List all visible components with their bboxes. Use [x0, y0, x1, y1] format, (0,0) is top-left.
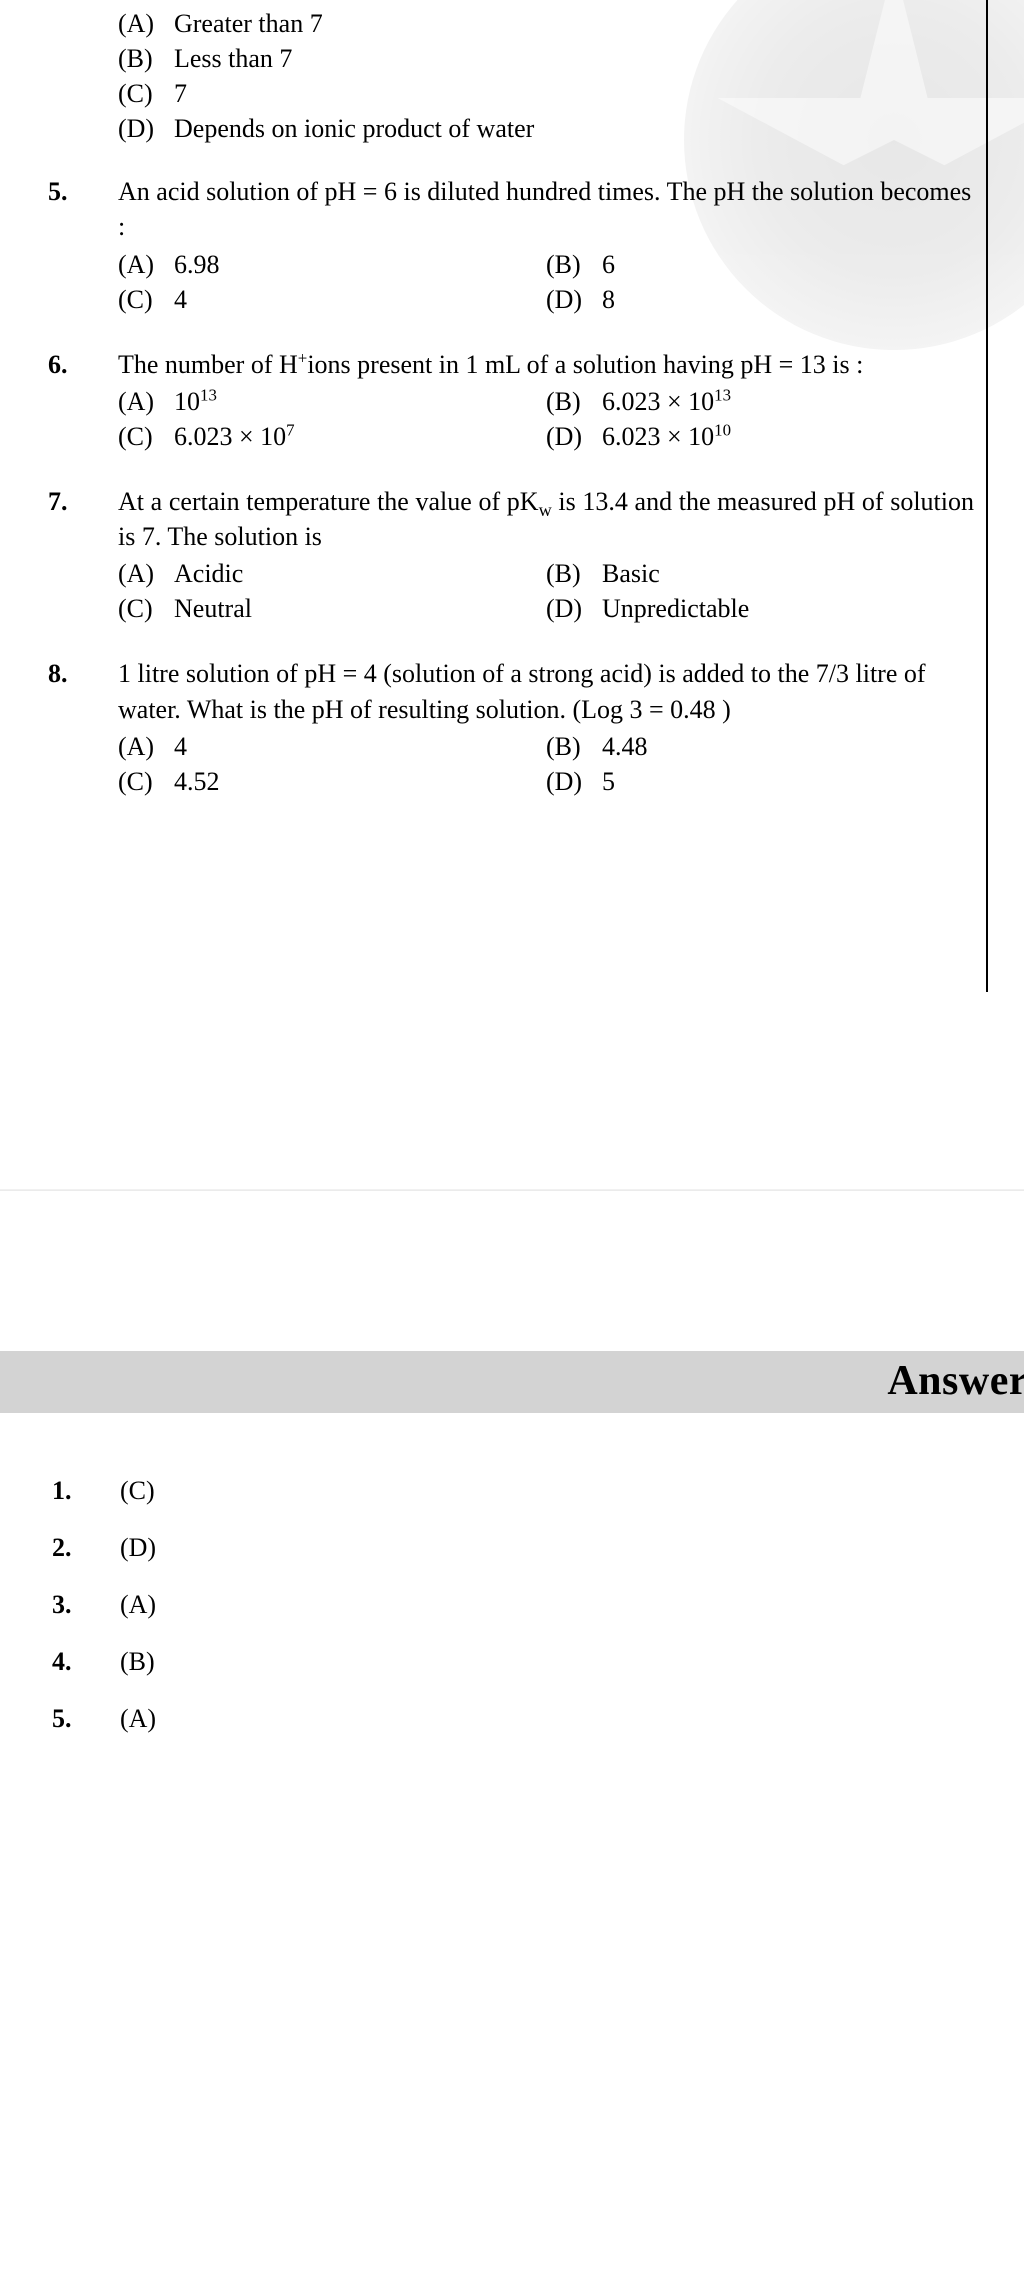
question-7: 7. At a certain temperature the value of…: [0, 484, 1024, 656]
vertical-divider: [986, 0, 988, 992]
option-a: (A)4: [118, 729, 546, 764]
question-stem: 1 litre solution of pH = 4 (solution of …: [118, 656, 974, 726]
question-number: 5.: [48, 174, 118, 316]
answer-row: 4.(B): [52, 1644, 974, 1679]
question-8: 8. 1 litre solution of pH = 4 (solution …: [0, 656, 1024, 828]
option-b: (B)4.48: [546, 729, 974, 764]
page-content: (A)Greater than 7 (B)Less than 7 (C)7 (D…: [0, 0, 1024, 1778]
question-4-partial: (A)Greater than 7 (B)Less than 7 (C)7 (D…: [0, 6, 1024, 174]
option-c: (C)7: [118, 76, 974, 111]
answers-title: Answer: [887, 1353, 1024, 1410]
question-number: 8.: [48, 656, 118, 798]
question-stem: At a certain temperature the value of pK…: [118, 484, 974, 554]
option-c: (C)6.023 × 107: [118, 419, 546, 454]
page-separator: [0, 1189, 1024, 1191]
option-a: (A)1013: [118, 384, 546, 419]
answer-row: 2.(D): [52, 1530, 974, 1565]
answers-list: 1.(C) 2.(D) 3.(A) 4.(B) 5.(A): [0, 1413, 1024, 1778]
option-a: (A)Greater than 7: [118, 6, 974, 41]
question-number: 7.: [48, 484, 118, 626]
question-stem: An acid solution of pH = 6 is diluted hu…: [118, 174, 974, 244]
answers-banner: Answer: [0, 1351, 1024, 1413]
option-c: (C)4.52: [118, 764, 546, 799]
option-b: (B)6.023 × 1013: [546, 384, 974, 419]
option-b: (B)Less than 7: [118, 41, 974, 76]
option-d: (D)8: [546, 282, 974, 317]
question-stem: The number of H+ions present in 1 mL of …: [118, 347, 974, 382]
question-number: 6.: [48, 347, 118, 454]
answer-row: 1.(C): [52, 1473, 974, 1508]
option-b: (B)Basic: [546, 556, 974, 591]
option-b: (B)6: [546, 247, 974, 282]
option-d: (D)5: [546, 764, 974, 799]
option-d: (D)Unpredictable: [546, 591, 974, 626]
option-c: (C)Neutral: [118, 591, 546, 626]
option-d: (D)6.023 × 1010: [546, 419, 974, 454]
option-c: (C)4: [118, 282, 546, 317]
option-d: (D)Depends on ionic product of water: [118, 111, 974, 146]
option-a: (A)Acidic: [118, 556, 546, 591]
option-a: (A)6.98: [118, 247, 546, 282]
question-5: 5. An acid solution of pH = 6 is diluted…: [0, 174, 1024, 346]
answer-row: 3.(A): [52, 1587, 974, 1622]
question-6: 6. The number of H+ions present in 1 mL …: [0, 347, 1024, 484]
answer-row: 5.(A): [52, 1701, 974, 1736]
